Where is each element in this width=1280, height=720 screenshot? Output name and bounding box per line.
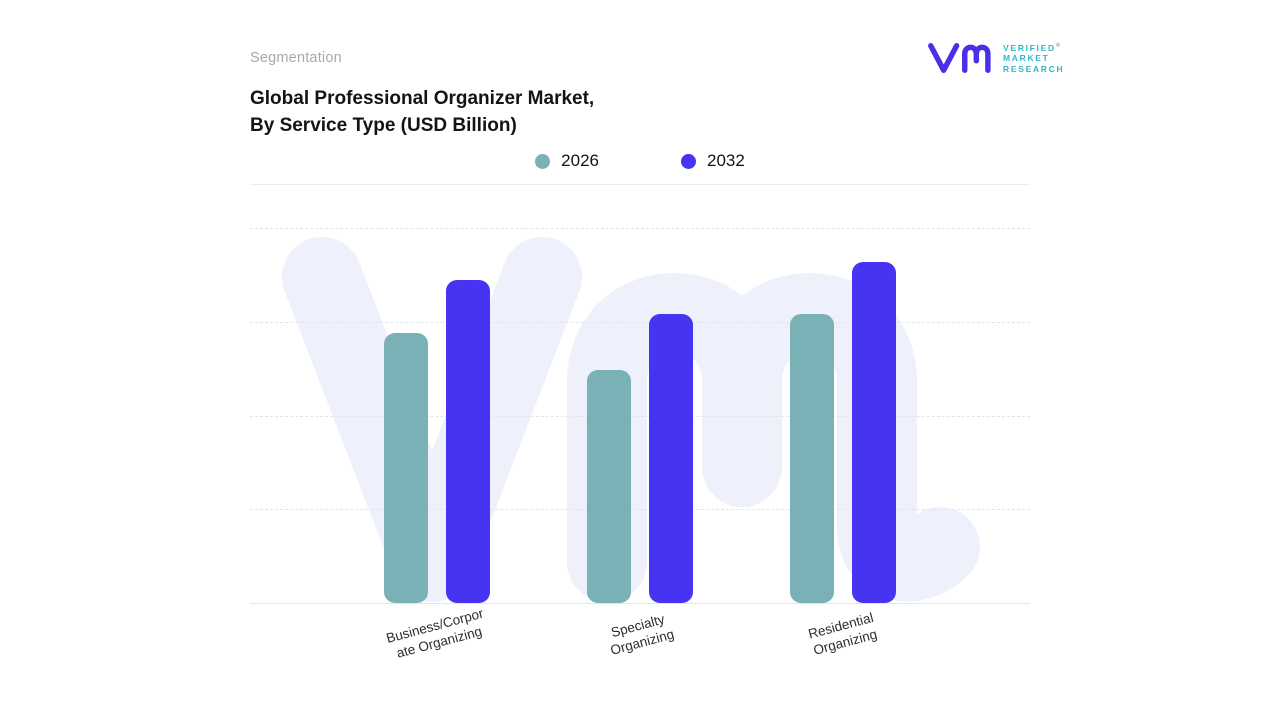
bar-2026-category-1 (587, 370, 631, 603)
plot-area (250, 228, 1030, 603)
gridline-25 (250, 509, 1030, 511)
legend: 2026 2032 (250, 151, 1030, 171)
legend-label-2032: 2032 (707, 151, 745, 170)
bar-group-1 (587, 314, 693, 603)
legend-swatch-2026 (535, 153, 551, 169)
bar-group-2 (789, 262, 896, 603)
legend-label-2026: 2026 (561, 151, 599, 170)
x-axis-label-2: Residential Organizing (806, 609, 879, 658)
vmr-logo-glyph (928, 43, 991, 73)
x-axis-label-0: Business/Corpor ate Organizing (384, 605, 486, 661)
gridline-top (250, 228, 1030, 229)
chart-area (250, 228, 1030, 604)
registered-mark: ® (1055, 42, 1061, 49)
chart-title-line2: By Service Type (USD Billion) (250, 115, 517, 136)
bar-2032-category-2 (851, 262, 896, 603)
logo-line-verified: VERIFIED (1003, 42, 1056, 53)
segmentation-label: Segmentation (250, 50, 342, 66)
gridline-50 (250, 415, 1030, 417)
bar-2026-category-0 (384, 333, 429, 603)
legend-swatch-2032 (681, 153, 696, 169)
vmr-logo: VERIFIED® MARKET RESEARCH (926, 36, 1064, 80)
legend-item-2026: 2026 (535, 151, 599, 171)
bar-2026-category-2 (789, 314, 834, 603)
logo-line-research: RESEARCH (1003, 64, 1065, 75)
x-axis-labels: Business/Corpor ate Organizing Specialty Or… (250, 606, 1030, 689)
gridline-75 (250, 321, 1030, 323)
bar-2032-category-1 (649, 314, 693, 603)
bar-2032-category-0 (446, 280, 491, 603)
legend-item-2032: 2032 (681, 151, 745, 171)
logo-line-market: MARKET (1003, 53, 1050, 64)
x-axis-baseline (250, 603, 1030, 604)
chart-title-line1: Global Professional Organizer Market, (250, 88, 595, 109)
x-axis-label-1: Specialty Organizing (608, 611, 676, 658)
chart-title: Global Professional Organizer Market, By… (250, 85, 594, 139)
bar-group-0 (384, 280, 491, 603)
divider-line (250, 184, 1030, 185)
vmr-logo-text: VERIFIED® MARKET RESEARCH (1003, 41, 1064, 76)
